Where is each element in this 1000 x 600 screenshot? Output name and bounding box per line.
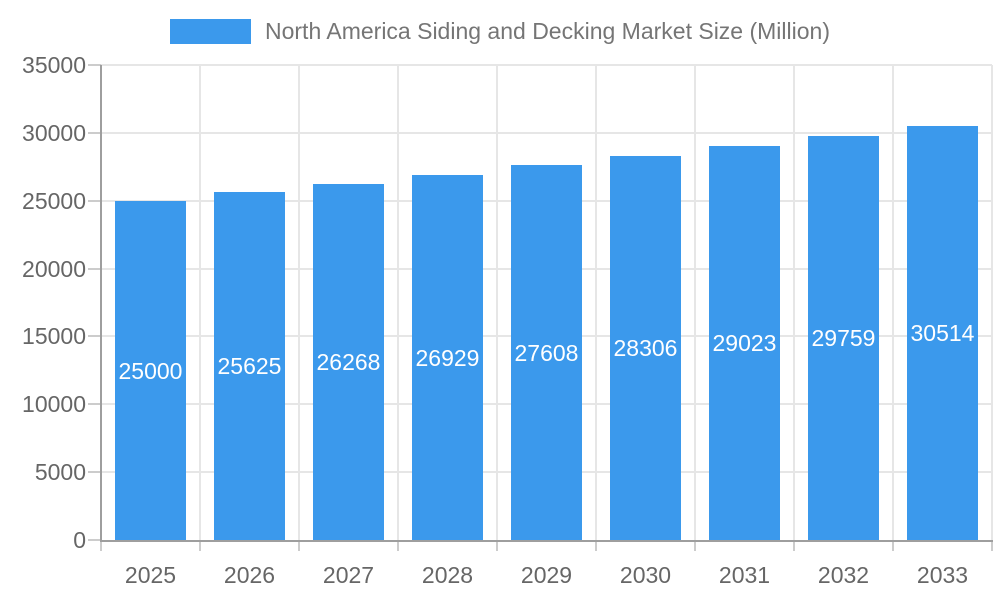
bar[interactable]	[214, 192, 285, 540]
x-axis-tick	[892, 542, 894, 551]
y-gridline	[101, 64, 992, 66]
x-gridline	[199, 65, 201, 540]
x-axis-tick	[397, 542, 399, 551]
y-axis-label: 10000	[22, 391, 86, 417]
y-axis-tick	[88, 403, 101, 405]
bar-value-label: 30514	[910, 320, 975, 346]
x-gridline	[694, 65, 696, 540]
y-axis-label: 20000	[22, 256, 86, 282]
bar[interactable]	[907, 126, 978, 540]
x-gridline	[793, 65, 795, 540]
x-axis-label: 2033	[916, 562, 969, 588]
y-axis-label: 5000	[34, 459, 86, 485]
y-axis-label: 30000	[22, 120, 86, 146]
bar[interactable]	[808, 136, 879, 540]
y-axis-tick	[88, 471, 101, 473]
bar-value-label: 27608	[514, 340, 579, 366]
x-axis-label: 2027	[322, 562, 375, 588]
bar[interactable]	[511, 165, 582, 540]
x-gridline	[397, 65, 399, 540]
y-axis-tick	[88, 335, 101, 337]
y-axis-line	[100, 65, 102, 540]
bar-value-label: 26268	[316, 349, 381, 375]
x-axis-tick	[100, 542, 102, 551]
y-gridline	[101, 132, 992, 134]
x-axis-label: 2029	[520, 562, 573, 588]
bar-value-label: 29759	[811, 325, 876, 351]
y-axis-tick	[88, 539, 101, 541]
y-axis-tick	[88, 268, 101, 270]
bar-value-label: 25625	[217, 353, 282, 379]
legend-color-swatch	[170, 19, 251, 44]
y-axis-label: 15000	[22, 323, 86, 349]
bar[interactable]	[412, 175, 483, 540]
x-axis-label: 2030	[619, 562, 672, 588]
x-axis-tick	[991, 542, 993, 551]
x-axis-tick	[199, 542, 201, 551]
x-gridline	[496, 65, 498, 540]
x-axis-line	[100, 540, 993, 542]
bar[interactable]	[115, 201, 186, 540]
x-axis-tick	[793, 542, 795, 551]
bar[interactable]	[709, 146, 780, 540]
y-axis-label: 0	[73, 527, 86, 553]
x-axis-tick	[496, 542, 498, 551]
x-gridline	[991, 65, 993, 540]
x-axis-label: 2026	[223, 562, 276, 588]
x-axis-label: 2032	[817, 562, 870, 588]
y-axis-label: 35000	[22, 52, 86, 78]
x-gridline	[298, 65, 300, 540]
chart-legend[interactable]: North America Siding and Decking Market …	[0, 19, 1000, 44]
bar-value-label: 25000	[118, 358, 183, 384]
bar-value-label: 26929	[415, 345, 480, 371]
legend-label: North America Siding and Decking Market …	[265, 18, 830, 44]
bar-value-label: 29023	[712, 330, 777, 356]
x-gridline	[892, 65, 894, 540]
y-axis-label: 25000	[22, 188, 86, 214]
x-axis-tick	[298, 542, 300, 551]
x-gridline	[595, 65, 597, 540]
y-axis-tick	[88, 64, 101, 66]
bar[interactable]	[610, 156, 681, 540]
x-axis-label: 2031	[718, 562, 771, 588]
x-axis-label: 2028	[421, 562, 474, 588]
x-axis-tick	[694, 542, 696, 551]
bar-value-label: 28306	[613, 335, 678, 361]
y-axis-tick	[88, 132, 101, 134]
x-axis-tick	[595, 542, 597, 551]
x-axis-label: 2025	[124, 562, 177, 588]
y-axis-tick	[88, 200, 101, 202]
bar[interactable]	[313, 184, 384, 540]
